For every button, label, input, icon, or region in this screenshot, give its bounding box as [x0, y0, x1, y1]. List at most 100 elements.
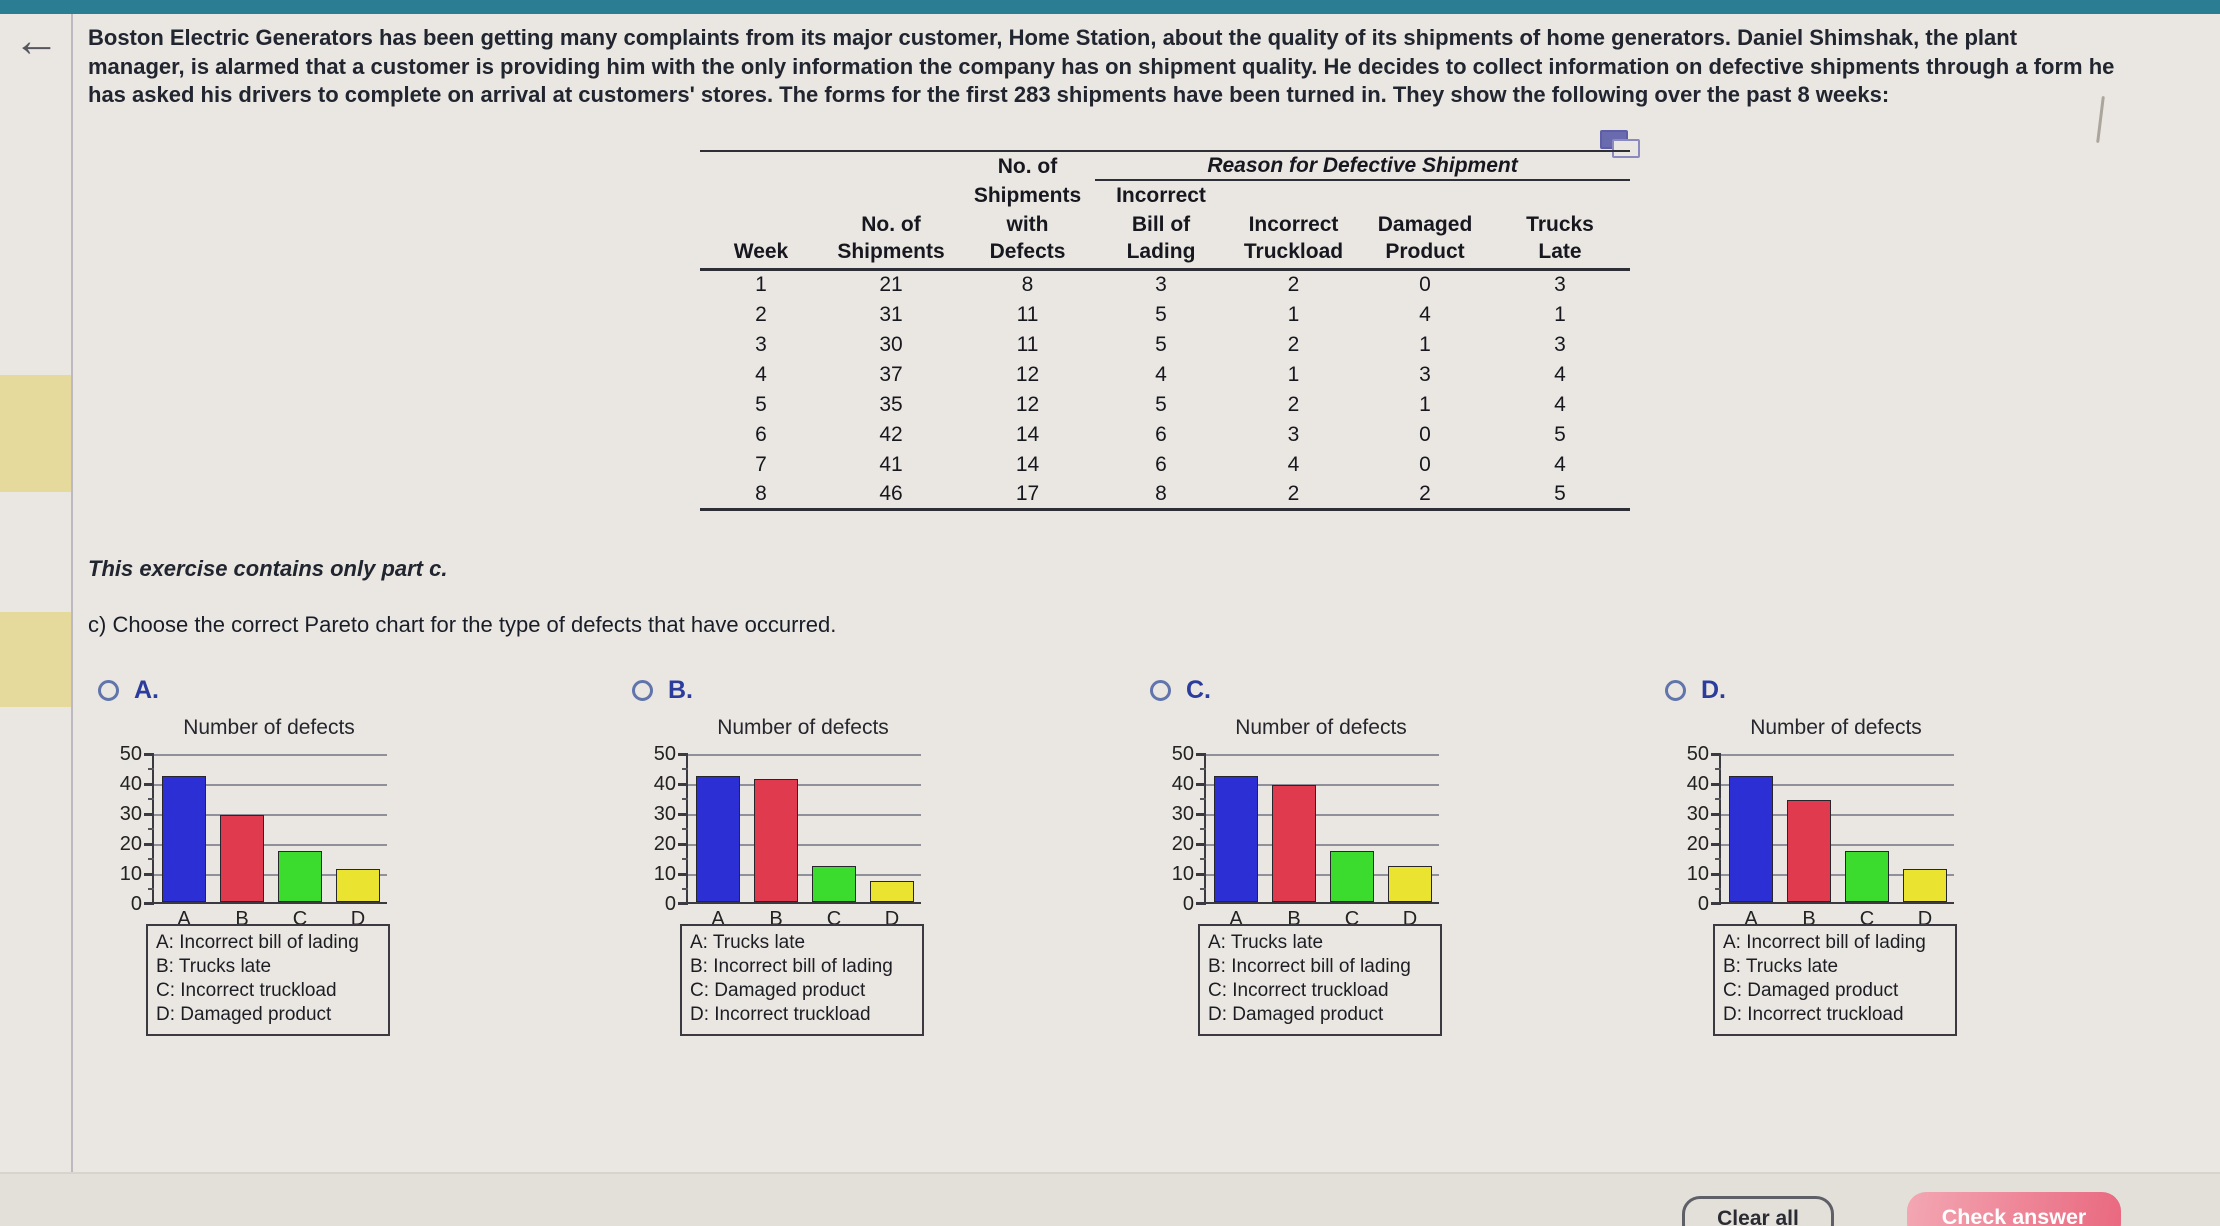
col-header: Late	[1490, 238, 1631, 271]
bar-yellow	[1903, 869, 1947, 902]
gridline	[1206, 874, 1439, 876]
axis-minor-tick	[1200, 828, 1206, 830]
bar-yellow	[336, 869, 380, 902]
axis-tick	[144, 753, 154, 756]
gridline	[688, 814, 921, 816]
answer-option-b: B. Number of defects 50 40 30 20 10 0 A B C D…	[622, 672, 974, 1046]
chart-title: Number of defects	[717, 716, 889, 739]
chart-title: Number of defects	[183, 716, 355, 739]
axis-minor-tick	[682, 858, 688, 860]
y-tick-label: 40	[1686, 773, 1709, 795]
col-header: Defects	[960, 238, 1095, 271]
axis-tick	[144, 783, 154, 786]
legend-line: C: Incorrect truckload	[1208, 980, 1389, 1001]
bar-blue	[696, 776, 740, 902]
axis-tick	[678, 843, 688, 846]
y-tick-label: 40	[119, 773, 142, 795]
radio-option-c[interactable]	[1150, 680, 1171, 701]
y-tick-label: 10	[1686, 863, 1709, 885]
axis-minor-tick	[1715, 798, 1721, 800]
legend-line: B: Incorrect bill of lading	[1208, 956, 1411, 977]
col-header: Incorrect	[1116, 184, 1206, 207]
option-label-d: D.	[1701, 676, 1726, 704]
col-header: Damaged	[1377, 213, 1473, 236]
legend-line: D: Damaged product	[1208, 1004, 1384, 1025]
legend-line: C: Damaged product	[690, 980, 866, 1001]
y-tick-label: 40	[653, 773, 676, 795]
chart-legend: A: Trucks late B: Incorrect bill of ladi…	[680, 924, 924, 1036]
y-tick-label: 20	[119, 833, 142, 855]
axis-tick	[678, 902, 688, 905]
axis-tick	[144, 813, 154, 816]
pareto-chart-c: 50 40 30 20 10 0 A B C D	[1172, 743, 1439, 930]
y-tick-label: 0	[1697, 893, 1709, 915]
table-row: 2 31 11 5 1 4 1	[755, 302, 1566, 326]
axis-tick	[678, 813, 688, 816]
y-tick-label: 20	[1686, 833, 1709, 855]
axis-minor-tick	[682, 798, 688, 800]
axis-tick	[678, 873, 688, 876]
bar-yellow	[870, 881, 914, 902]
bar-green	[1845, 851, 1889, 902]
problem-statement: Boston Electric Generators has been gett…	[88, 25, 2115, 107]
axis-tick	[144, 902, 154, 905]
col-header: Lading	[1095, 238, 1227, 271]
axis-tick	[1711, 873, 1721, 876]
col-header: Shipments	[822, 238, 960, 271]
axis-tick	[1196, 873, 1206, 876]
legend-line: A: Incorrect bill of lading	[156, 932, 359, 953]
pareto-chart-d: 50 40 30 20 10 0 A B C D	[1687, 743, 1954, 930]
axis-minor-tick	[148, 888, 154, 890]
col-header: Shipments	[973, 184, 1082, 207]
pareto-chart-a: 50 40 30 20 10 0 A B C D	[120, 743, 387, 930]
left-highlight-band	[0, 612, 71, 707]
axis-tick	[1711, 783, 1721, 786]
axis-minor-tick	[682, 888, 688, 890]
radio-option-b[interactable]	[632, 680, 653, 701]
left-highlight-band	[0, 375, 71, 492]
gridline	[688, 844, 921, 846]
back-arrow-icon[interactable]: ←	[13, 13, 60, 66]
footer-bar: Clear all Check answer	[0, 1172, 2220, 1226]
gridline	[154, 814, 387, 816]
y-tick-label: 20	[1171, 833, 1194, 855]
axis-tick	[1711, 753, 1721, 756]
bar-green	[812, 866, 856, 902]
legend-line: D: Damaged product	[156, 1004, 332, 1025]
radio-option-d[interactable]	[1665, 680, 1686, 701]
axis-minor-tick	[682, 768, 688, 770]
chart-title: Number of defects	[1750, 716, 1922, 739]
check-answer-button[interactable]: Check answer	[1907, 1192, 2121, 1226]
sidebar-divider	[71, 14, 73, 1172]
axis-tick	[1711, 813, 1721, 816]
table-header-row: Shipments Incorrect	[700, 180, 1630, 209]
shipments-table: No. of Reason for Defective Shipment Shi…	[700, 150, 1631, 511]
axis-tick	[144, 873, 154, 876]
y-tick-label: 0	[664, 893, 676, 915]
table-header-row: No. of Reason for Defective Shipment	[700, 151, 1631, 181]
y-tick-label: 50	[653, 743, 676, 765]
exercise-note: This exercise contains only part c.	[88, 556, 448, 581]
col-header: Truckload	[1227, 238, 1360, 271]
y-tick-label: 10	[119, 863, 142, 885]
axis-tick	[1196, 813, 1206, 816]
table-row: 8 46 17 8 2 2 5	[755, 481, 1566, 505]
axis-minor-tick	[1200, 888, 1206, 890]
question-part-c: c) Choose the correct Pareto chart for t…	[88, 612, 837, 637]
y-tick-label: 0	[130, 893, 142, 915]
table-row: 7 41 14 6 4 0 4	[755, 452, 1566, 476]
gridline	[1721, 784, 1954, 786]
y-tick-label: 50	[1686, 743, 1709, 765]
y-tick-label: 10	[1171, 863, 1194, 885]
legend-line: D: Incorrect truckload	[1723, 1004, 1904, 1025]
table-row: 6 42 14 6 3 0 5	[755, 422, 1566, 446]
gridline	[154, 844, 387, 846]
gridline	[1206, 844, 1439, 846]
gridline	[1721, 844, 1954, 846]
col-header: Trucks	[1526, 213, 1594, 236]
y-tick-label: 0	[1182, 893, 1194, 915]
radio-option-a[interactable]	[98, 680, 119, 701]
clear-all-button[interactable]: Clear all	[1682, 1196, 1834, 1226]
option-label-c: C.	[1186, 676, 1211, 704]
answer-option-c: C. Number of defects 50 40 30 20 10 0 A B C D…	[1140, 672, 1492, 1046]
